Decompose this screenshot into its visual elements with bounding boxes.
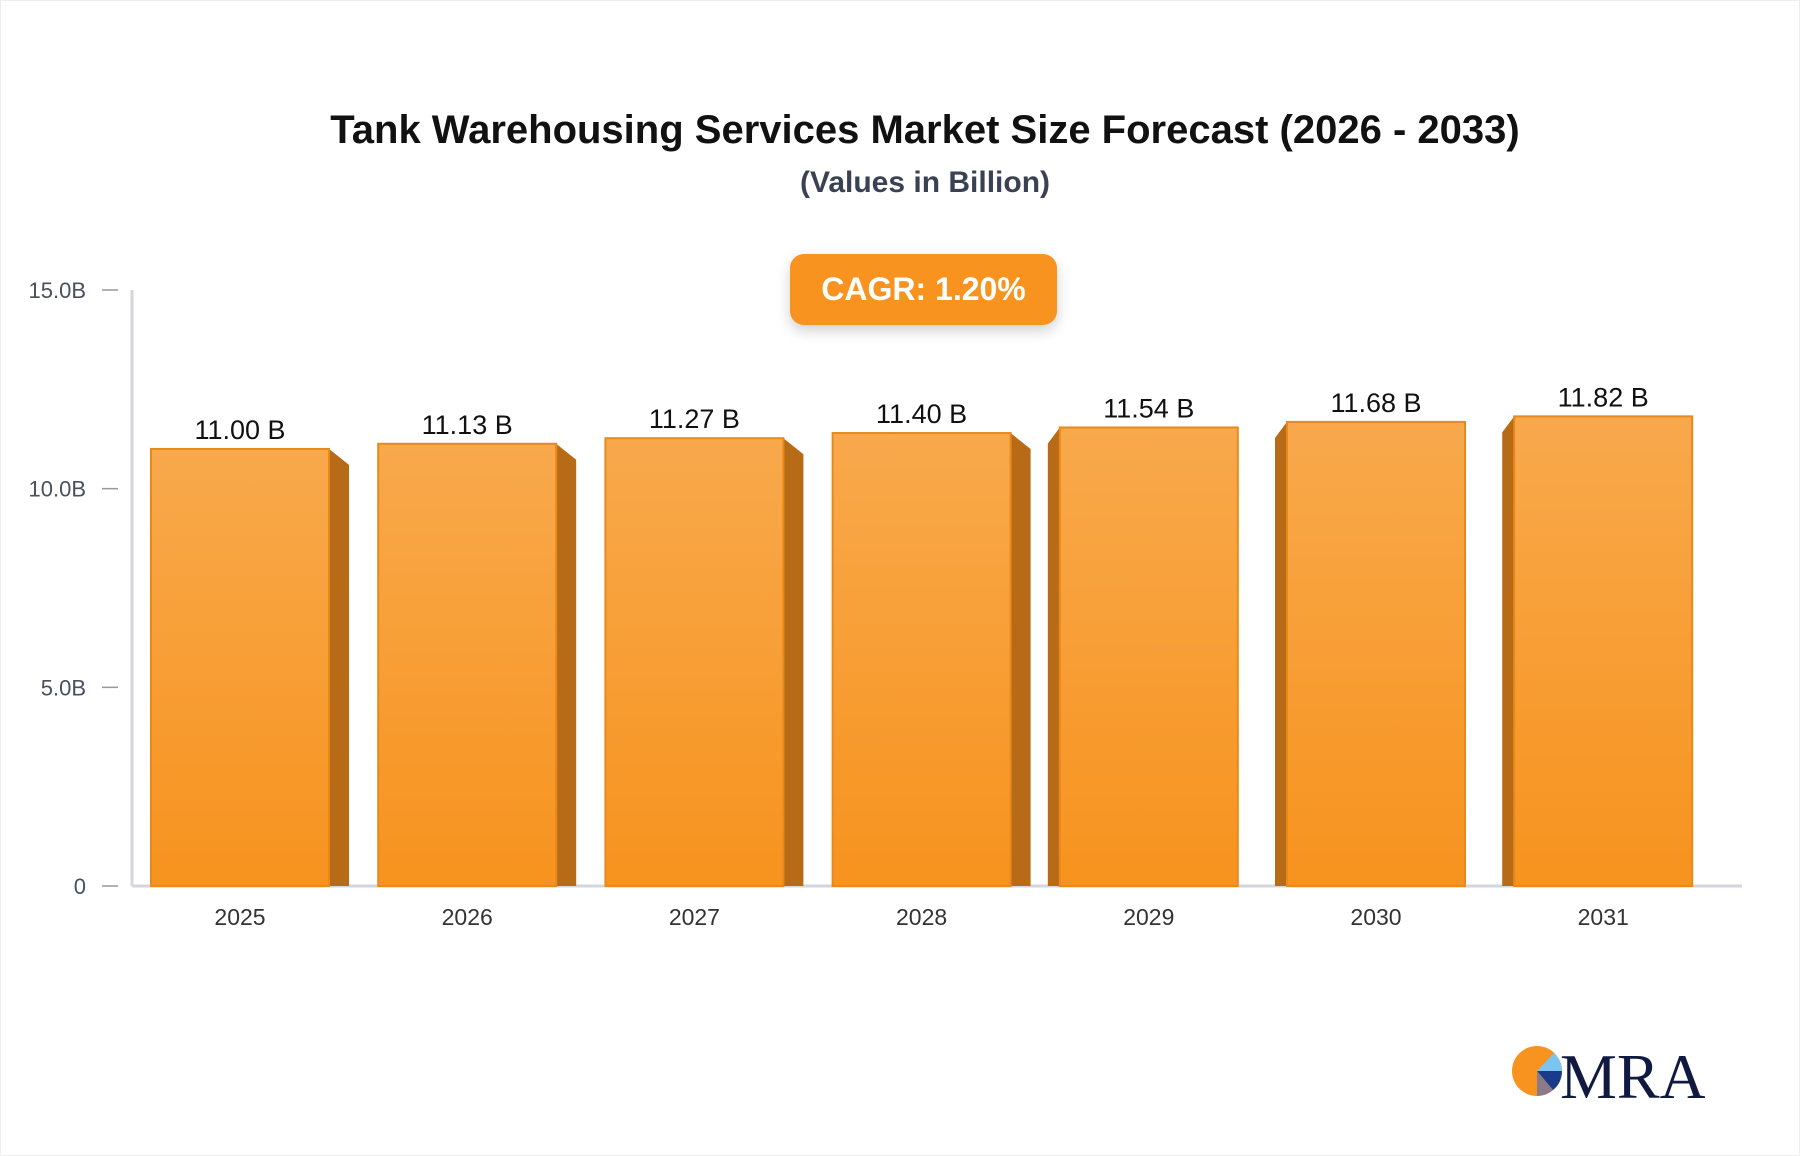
data-label: 11.27 B — [649, 404, 740, 434]
bar-side — [329, 448, 349, 886]
x-tick-label: 2028 — [896, 904, 947, 930]
bar — [604, 437, 785, 887]
x-tick-label: 2027 — [669, 904, 720, 930]
data-label: 11.00 B — [194, 415, 285, 445]
bar — [150, 447, 330, 887]
mra-logo: MRA — [1512, 1041, 1705, 1110]
data-label: 11.40 B — [876, 399, 967, 429]
bar — [1058, 426, 1239, 887]
bar — [377, 442, 558, 887]
bar — [1286, 420, 1466, 887]
bar — [831, 432, 1012, 887]
x-tick-label: 2026 — [442, 904, 493, 930]
bar-side — [1010, 433, 1031, 886]
x-tick-label: 2031 — [1578, 904, 1629, 930]
x-tick-label: 2030 — [1350, 904, 1401, 930]
cagr-badge: CAGR: 1.20% — [790, 254, 1057, 325]
bar-side — [1275, 421, 1287, 886]
y-tick-label: 5.0B — [41, 675, 86, 700]
chart-title: Tank Warehousing Services Market Size Fo… — [330, 108, 1520, 152]
x-tick-label: 2029 — [1123, 904, 1174, 930]
bar — [1513, 415, 1694, 887]
data-label: 11.82 B — [1558, 382, 1649, 412]
data-label: 11.13 B — [422, 410, 513, 440]
bar-side — [1047, 427, 1060, 886]
data-label: 11.54 B — [1103, 393, 1194, 423]
x-tick-label: 2025 — [214, 904, 265, 930]
bar-side — [783, 438, 804, 886]
svg-text:MRA: MRA — [1560, 1041, 1705, 1110]
y-tick-label: 15.0B — [29, 278, 87, 303]
bar-side — [556, 443, 577, 886]
bar-side — [1502, 416, 1515, 886]
y-tick-label: 0 — [74, 874, 86, 899]
chart-subtitle: (Values in Billion) — [799, 166, 1051, 199]
data-label: 11.68 B — [1330, 388, 1421, 418]
y-tick-label: 10.0B — [29, 477, 87, 502]
